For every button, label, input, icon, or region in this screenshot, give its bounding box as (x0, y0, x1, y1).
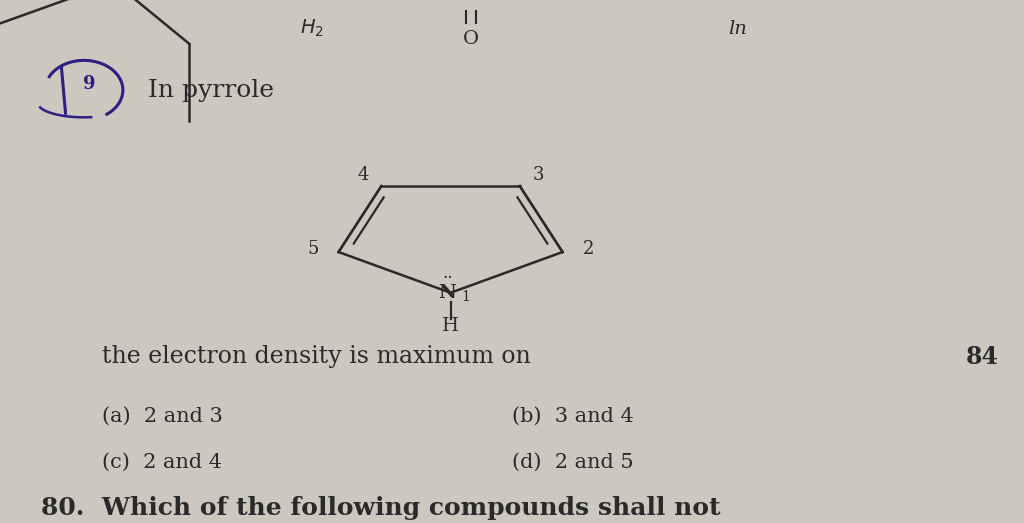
Text: N: N (438, 284, 457, 302)
Text: In pyrrole: In pyrrole (148, 78, 274, 101)
Text: the electron density is maximum on: the electron density is maximum on (102, 345, 531, 368)
Text: 3: 3 (532, 166, 544, 184)
Text: 5: 5 (307, 241, 318, 258)
Text: 4: 4 (357, 166, 369, 184)
Text: ln: ln (728, 19, 746, 38)
Text: 1: 1 (462, 290, 470, 304)
Text: $H_2$: $H_2$ (300, 18, 325, 39)
Text: (a)  2 and 3: (a) 2 and 3 (102, 406, 223, 425)
Text: H: H (442, 317, 459, 335)
Text: O: O (463, 30, 479, 48)
Text: 80.  Which of the following compounds shall not: 80. Which of the following compounds sha… (41, 496, 721, 520)
Text: 9: 9 (83, 75, 95, 93)
Text: (d)  2 and 5: (d) 2 and 5 (512, 452, 634, 472)
Text: 2: 2 (583, 241, 594, 258)
Text: (b)  3 and 4: (b) 3 and 4 (512, 406, 634, 425)
Text: 84: 84 (966, 345, 998, 369)
Text: (c)  2 and 4: (c) 2 and 4 (102, 452, 222, 472)
Text: ··: ·· (442, 269, 453, 288)
